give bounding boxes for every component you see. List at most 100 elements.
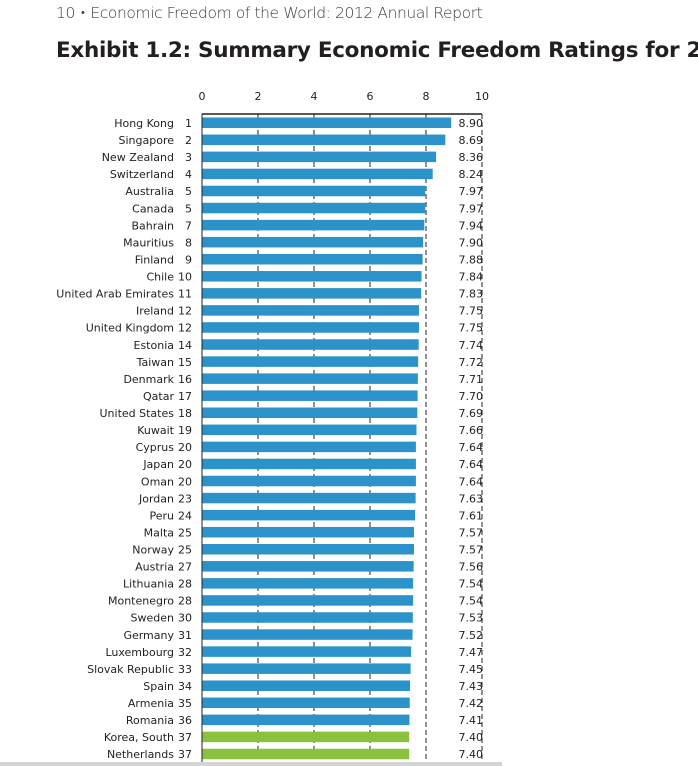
page-number: 10 [56,4,75,22]
bar-34 [202,697,410,709]
country-label: Jordan [138,492,174,505]
country-label: Slovak Republic [87,663,174,676]
country-label: Lithuania [123,578,174,591]
value-label: 7.75 [459,322,484,335]
value-label: 8.24 [459,168,484,181]
rank-label: 16 [178,373,192,386]
bar-22 [202,492,416,504]
bar-2 [202,151,437,163]
country-label: Singapore [119,134,175,147]
country-label: Spain [143,680,174,693]
country-label: Sweden [131,612,174,625]
country-label: Mauritius [123,236,174,249]
bar-3 [202,168,433,180]
rank-label: 15 [178,356,192,369]
country-label: Cyprus [136,441,175,454]
country-label: United States [100,407,175,420]
bar-28 [202,595,414,606]
rank-label: 27 [178,561,192,574]
bar-23 [202,509,416,521]
tick-label-2: 2 [255,90,262,103]
rank-label: 17 [178,390,192,403]
rank-label: 20 [178,458,192,471]
rank-label: 12 [178,305,192,318]
bar-14 [202,356,419,367]
country-label: Qatar [143,390,174,403]
value-label: 7.94 [459,219,484,232]
country-label: Australia [125,185,174,198]
rank-label: 7 [185,219,192,232]
value-label: 7.64 [459,441,484,454]
value-label: 7.52 [459,629,484,642]
value-label: 7.45 [459,663,484,676]
rank-label: 8 [185,236,192,249]
value-label: 7.53 [459,612,484,625]
country-label: Netherlands [107,748,174,761]
rank-label: 2 [185,134,192,147]
bar-18 [202,424,417,436]
value-label: 7.64 [459,475,484,488]
value-label: 7.57 [459,544,484,557]
value-label: 7.71 [459,373,484,386]
value-label: 8.90 [459,117,484,130]
country-label: Korea, South [104,731,174,744]
country-label: United Kingdom [86,322,174,335]
separator-bullet: • [80,6,85,19]
bar-33 [202,680,411,691]
value-label: 8.36 [459,151,484,164]
publication-title: Economic Freedom of the World: 2012 Annu… [90,4,483,22]
tick-label-4: 4 [311,90,318,103]
rank-label: 19 [178,424,192,437]
rank-label: 28 [178,595,192,608]
value-label: 7.42 [459,697,484,710]
rank-label: 1 [185,117,192,130]
value-label: 7.61 [459,509,484,522]
rank-label: 25 [178,526,192,539]
value-label: 7.90 [459,236,484,249]
bar-30 [202,629,413,640]
value-label: 7.97 [459,202,484,215]
value-label: 7.56 [459,561,484,574]
rank-label: 20 [178,441,192,454]
rank-label: 20 [178,475,192,488]
bar-0 [202,117,452,128]
country-label: Finland [135,253,174,266]
bar-7 [202,236,424,248]
value-label: 7.75 [459,305,484,318]
value-label: 7.40 [459,731,484,744]
value-label: 7.63 [459,492,484,505]
country-label: Ireland [136,305,174,318]
bar-5 [202,202,426,214]
value-label: 7.43 [459,680,484,693]
rank-label: 28 [178,578,192,591]
rank-label: 5 [185,202,192,215]
value-label: 7.83 [459,288,484,301]
x-axis-ticks: 0 2 4 6 8 10 [199,90,490,103]
bar-35 [202,714,410,726]
bar-10 [202,288,422,299]
tick-label-10: 10 [475,90,489,103]
value-label: 7.66 [459,424,484,437]
row-labels: Hong Kong 1 8.90 Singapore 2 8.69 New Zealand 3… [56,117,483,761]
bar-12 [202,322,419,333]
country-label: Taiwan [136,356,174,369]
value-label: 7.54 [459,595,484,608]
value-label: 7.97 [459,185,484,198]
value-label: 7.74 [459,339,484,352]
bar-24 [202,526,414,538]
bars [202,117,452,760]
country-label: Peru [149,509,174,522]
rank-label: 37 [178,748,192,761]
bar-17 [202,407,418,419]
country-label: Norway [132,544,174,557]
rank-label: 35 [178,697,192,710]
value-label: 7.70 [459,390,484,403]
bar-26 [202,561,414,572]
bar-13 [202,339,419,350]
bar-6 [202,219,425,231]
bar-11 [202,305,419,316]
rank-label: 10 [178,271,192,284]
rank-label: 31 [178,629,192,642]
rank-label: 9 [185,253,192,266]
bar-37 [202,748,410,760]
